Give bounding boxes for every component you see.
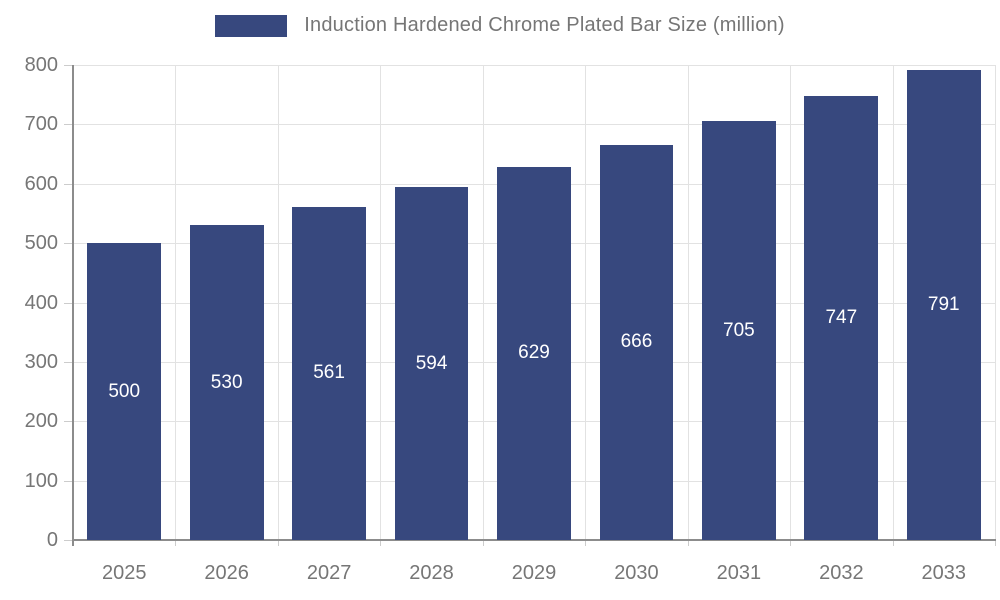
y-tick-label: 800 [24, 54, 58, 76]
y-gridline [73, 65, 995, 66]
x-tick-label: 2029 [511, 562, 557, 584]
x-gridline [277, 65, 279, 540]
y-tick-label: 700 [24, 113, 58, 136]
y-axis-tick [64, 540, 72, 541]
x-tick-label: 2030 [614, 562, 659, 584]
x-gridline [892, 65, 894, 540]
y-tick-label: 100 [24, 469, 58, 492]
x-gridline [175, 65, 177, 540]
y-axis-tick [64, 302, 72, 304]
x-tick-label: 2032 [819, 562, 864, 584]
x-axis-tick [687, 540, 689, 546]
bar-2031[interactable]: 705 [702, 121, 776, 540]
bar-value-label: 561 [313, 362, 345, 384]
plot-area: 500 530 561 594 629 666 705 747 791 [64, 65, 996, 546]
bar-2029[interactable]: 629 [497, 166, 571, 540]
y-tick-label: 300 [24, 350, 58, 373]
bar-2033[interactable]: 791 [906, 70, 981, 540]
y-axis-tick [64, 480, 72, 482]
bar-2028[interactable]: 594 [394, 187, 469, 540]
x-gridline [790, 65, 792, 540]
bar-value-label: 500 [108, 380, 141, 402]
x-axis-tick [277, 540, 279, 546]
x-tick-label: 2033 [921, 562, 967, 584]
y-tick-label: 500 [24, 232, 58, 255]
legend-swatch-icon [215, 14, 288, 37]
y-axis-tick [64, 124, 72, 126]
y-axis-tick [64, 65, 72, 66]
y-gridline [73, 124, 995, 126]
y-axis-tick [64, 421, 72, 423]
bar-value-label: 530 [210, 371, 243, 393]
x-axis-tick [995, 540, 996, 546]
x-tick-label: 2028 [409, 562, 454, 584]
x-gridline [380, 65, 382, 540]
x-gridline [687, 65, 689, 540]
bar-value-label: 747 [825, 307, 858, 329]
x-tick-label: 2027 [306, 562, 352, 584]
x-gridline [482, 65, 484, 540]
x-tick-label: 2025 [101, 562, 147, 584]
bar-value-label: 791 [927, 294, 960, 316]
y-axis-tick [64, 243, 72, 245]
x-tick-label: 2031 [716, 562, 762, 584]
x-gridline [585, 65, 587, 540]
y-axis-tick [64, 183, 72, 185]
x-tick-label: 2026 [204, 562, 249, 584]
x-axis-line [72, 539, 996, 541]
y-axis-line [72, 65, 74, 546]
x-axis-tick [892, 540, 894, 546]
x-axis-tick [790, 540, 792, 546]
bar-value-label: 666 [620, 331, 653, 353]
x-axis-tick [585, 540, 587, 546]
bar-2026[interactable]: 530 [189, 225, 264, 540]
bar-2027[interactable]: 561 [292, 206, 366, 540]
y-tick-label: 0 [46, 529, 58, 551]
x-axis-tick [380, 540, 382, 546]
bar-value-label: 705 [723, 319, 755, 341]
x-axis-tick [482, 540, 484, 546]
y-tick-label: 200 [24, 410, 58, 433]
y-tick-label: 600 [24, 172, 58, 195]
legend[interactable]: Induction Hardened Chrome Plated Bar Siz… [0, 14, 1000, 37]
bar-value-label: 629 [518, 342, 550, 364]
y-tick-label: 400 [24, 291, 58, 314]
bar-2025[interactable]: 500 [87, 243, 162, 540]
x-gridline [995, 65, 996, 540]
bar-2032[interactable]: 747 [804, 96, 879, 540]
y-axis-tick [64, 361, 72, 363]
x-axis-tick [175, 540, 177, 546]
bar-2030[interactable]: 666 [599, 144, 674, 540]
bar-value-label: 594 [415, 352, 448, 374]
legend-label: Induction Hardened Chrome Plated Bar Siz… [304, 14, 785, 36]
